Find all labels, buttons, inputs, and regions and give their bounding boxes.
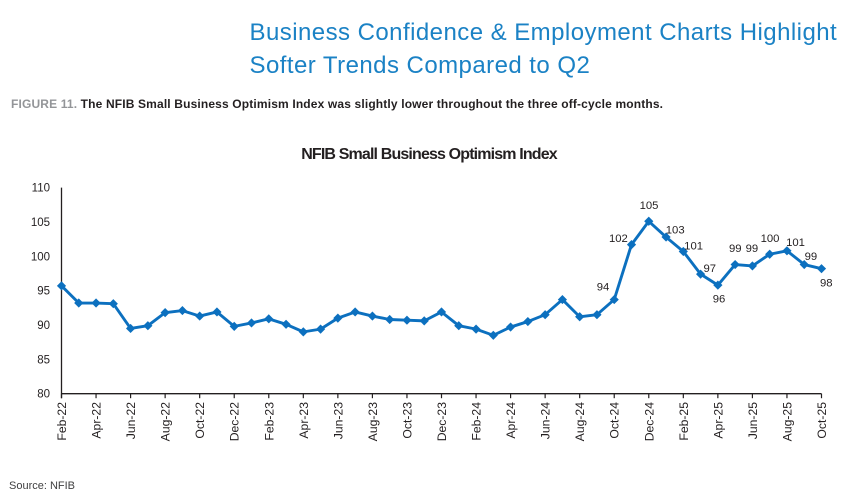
- svg-text:Oct-25: Oct-25: [815, 402, 829, 439]
- svg-text:Feb-24: Feb-24: [470, 402, 484, 441]
- svg-text:110: 110: [32, 183, 50, 195]
- svg-text:Apr-22: Apr-22: [90, 402, 104, 439]
- svg-text:Jun-22: Jun-22: [124, 402, 138, 439]
- svg-text:Apr-23: Apr-23: [297, 402, 311, 439]
- svg-text:Apr-25: Apr-25: [711, 402, 725, 439]
- svg-text:99: 99: [729, 243, 742, 255]
- svg-text:Feb-23: Feb-23: [262, 402, 276, 441]
- svg-text:80: 80: [37, 389, 50, 401]
- svg-text:102: 102: [609, 233, 628, 245]
- svg-text:105: 105: [31, 217, 50, 229]
- svg-text:Oct-24: Oct-24: [608, 402, 622, 439]
- svg-text:100: 100: [761, 233, 780, 245]
- svg-text:Dec-24: Dec-24: [642, 402, 656, 442]
- svg-text:Jun-23: Jun-23: [331, 402, 345, 439]
- svg-text:95: 95: [37, 286, 50, 298]
- svg-text:Oct-23: Oct-23: [400, 402, 414, 439]
- svg-text:105: 105: [640, 200, 659, 212]
- svg-text:96: 96: [713, 293, 726, 305]
- svg-text:Dec-22: Dec-22: [228, 402, 242, 442]
- svg-text:Feb-22: Feb-22: [55, 402, 69, 441]
- svg-text:101: 101: [684, 241, 703, 253]
- svg-text:Aug-25: Aug-25: [780, 402, 794, 442]
- svg-text:Aug-23: Aug-23: [366, 402, 380, 442]
- svg-text:85: 85: [37, 354, 50, 366]
- svg-text:Jun-24: Jun-24: [539, 402, 553, 439]
- svg-text:103: 103: [666, 225, 685, 237]
- svg-text:Aug-22: Aug-22: [159, 402, 173, 442]
- svg-text:100: 100: [31, 251, 50, 263]
- svg-text:98: 98: [820, 278, 833, 290]
- svg-text:Feb-25: Feb-25: [677, 402, 691, 441]
- svg-text:99: 99: [746, 243, 759, 255]
- svg-text:90: 90: [37, 320, 50, 332]
- svg-text:Dec-23: Dec-23: [435, 402, 449, 442]
- svg-text:94: 94: [597, 281, 610, 293]
- svg-text:99: 99: [805, 251, 818, 263]
- svg-text:Apr-24: Apr-24: [504, 402, 518, 439]
- svg-text:97: 97: [704, 263, 717, 275]
- svg-text:Jun-25: Jun-25: [746, 402, 760, 439]
- svg-text:Oct-22: Oct-22: [193, 402, 207, 439]
- svg-text:Aug-24: Aug-24: [573, 402, 587, 442]
- svg-text:101: 101: [786, 237, 805, 249]
